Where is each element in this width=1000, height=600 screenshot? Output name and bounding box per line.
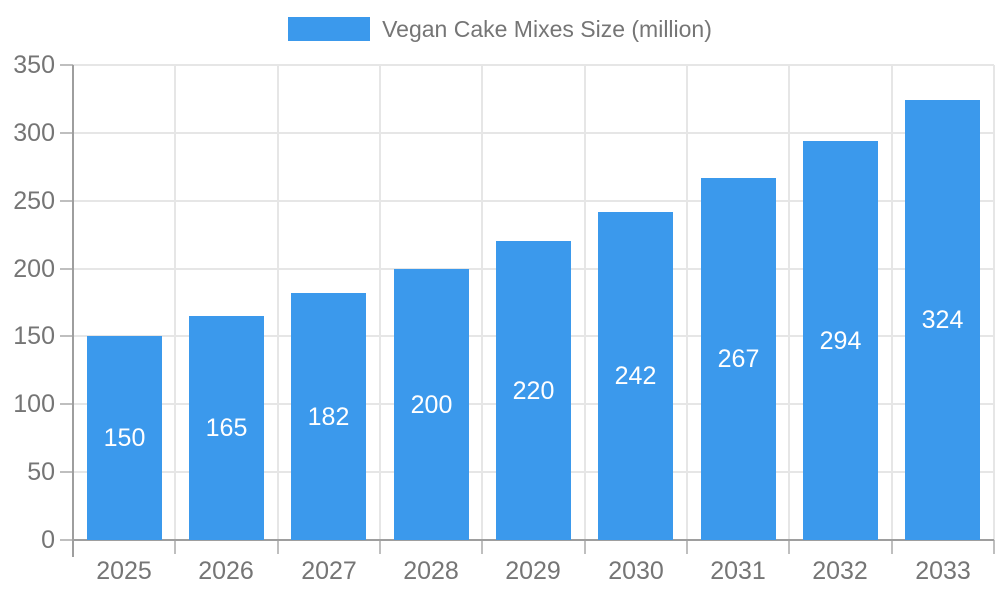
y-axis-tick: [60, 64, 73, 66]
legend[interactable]: Vegan Cake Mixes Size (million): [0, 16, 1000, 42]
bar-value-label: 267: [717, 345, 760, 373]
x-axis-label: 2028: [403, 557, 459, 585]
y-axis-tick: [60, 403, 73, 405]
x-axis-tick: [174, 540, 176, 554]
bar[interactable]: 242: [598, 212, 673, 540]
x-axis-tick: [379, 540, 381, 554]
y-axis-label: 200: [13, 255, 55, 283]
x-axis-tick: [993, 540, 995, 554]
bar[interactable]: 267: [701, 178, 776, 540]
y-axis-tick: [60, 268, 73, 270]
gridline-vertical: [277, 65, 279, 540]
x-axis-label: 2031: [710, 557, 766, 585]
x-axis-tick: [788, 540, 790, 554]
bar[interactable]: 294: [803, 141, 878, 540]
bar[interactable]: 220: [496, 241, 571, 540]
x-axis-tick: [686, 540, 688, 554]
gridline-vertical: [788, 65, 790, 540]
x-axis-baseline: [73, 539, 994, 541]
y-axis-tick: [60, 132, 73, 134]
y-axis-label: 150: [13, 322, 55, 350]
gridline-vertical: [993, 65, 995, 540]
gridline-vertical: [584, 65, 586, 540]
y-axis-tick: [60, 200, 73, 202]
x-axis-label: 2032: [812, 557, 868, 585]
y-axis-label: 50: [27, 458, 55, 486]
bar[interactable]: 165: [189, 316, 264, 540]
bar[interactable]: 200: [394, 269, 469, 540]
gridline-vertical: [379, 65, 381, 540]
gridline-vertical: [891, 65, 893, 540]
x-axis-label: 2029: [505, 557, 561, 585]
y-axis-label: 0: [41, 526, 55, 554]
legend-series-label: Vegan Cake Mixes Size (million): [382, 16, 712, 42]
y-axis-label: 350: [13, 51, 55, 79]
x-axis-label: 2027: [301, 557, 357, 585]
gridline-horizontal: [73, 64, 994, 66]
bar[interactable]: 324: [905, 100, 980, 540]
x-axis-tick: [277, 540, 279, 554]
bar-value-label: 150: [103, 424, 146, 452]
y-axis-tick: [60, 471, 73, 473]
bar-value-label: 165: [205, 414, 248, 442]
x-axis-label: 2026: [198, 557, 254, 585]
x-axis-tick: [584, 540, 586, 554]
y-axis-label: 300: [13, 119, 55, 147]
y-axis-tick: [60, 335, 73, 337]
x-axis-tick: [481, 540, 483, 554]
x-axis-label: 2033: [915, 557, 971, 585]
bar[interactable]: 150: [87, 336, 162, 540]
gridline-vertical: [686, 65, 688, 540]
x-axis-label: 2025: [96, 557, 152, 585]
legend-swatch: [288, 17, 371, 41]
y-axis-label: 250: [13, 187, 55, 215]
bar-value-label: 200: [410, 390, 453, 419]
y-axis-line: [72, 65, 74, 557]
bar-value-label: 294: [819, 326, 862, 355]
bar-value-label: 324: [921, 306, 964, 334]
gridline-horizontal: [73, 132, 994, 134]
gridline-vertical: [174, 65, 176, 540]
bar-value-label: 220: [512, 376, 555, 405]
gridline-vertical: [481, 65, 483, 540]
bar-value-label: 182: [307, 402, 350, 431]
x-axis-tick: [891, 540, 893, 554]
y-axis-tick: [60, 539, 73, 541]
y-axis-label: 100: [13, 390, 55, 418]
x-axis-label: 2030: [608, 557, 664, 585]
bar[interactable]: 182: [291, 293, 366, 540]
gridline-horizontal: [73, 200, 994, 202]
bar-value-label: 242: [614, 362, 657, 390]
